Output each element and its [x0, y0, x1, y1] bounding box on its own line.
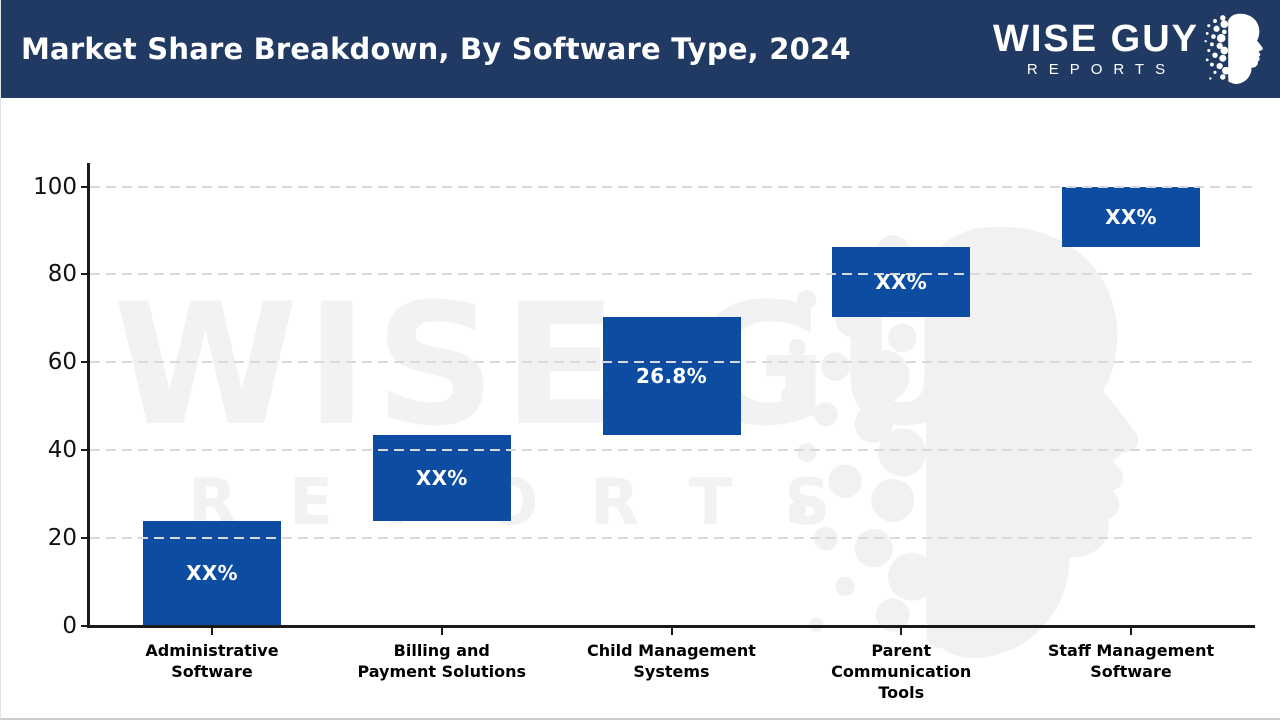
y-tick-label-0: 0 [62, 612, 77, 639]
y-axis-line [87, 163, 90, 628]
page-title: Market Share Breakdown, By Software Type… [21, 32, 851, 66]
bar-label-3: 26.8% [636, 364, 707, 389]
x-category-label-line: Communication [831, 662, 972, 681]
gridline-60 [90, 361, 1253, 364]
y-tick-label-20: 20 [47, 524, 77, 551]
bar-5: XX% [1062, 186, 1200, 248]
x-category-label-1: Administrative Software [92, 640, 332, 682]
y-tick-40 [81, 448, 89, 451]
bar-label-5: XX% [1105, 204, 1157, 229]
x-category-label-line: Systems [633, 662, 710, 681]
bar-2: XX% [372, 434, 511, 521]
x-category-label-4: Parent Communication Tools [781, 640, 1021, 703]
x-axis-line [87, 625, 1255, 628]
x-category-label-line: Tools [878, 683, 925, 702]
y-tick-100 [81, 185, 89, 188]
chart-area: WISE GUY REPORTS XX%XX%26.8%XX%XX%020406… [1, 98, 1280, 718]
bar-label-1: XX% [186, 561, 238, 586]
y-tick-60 [81, 361, 89, 364]
x-tick-3 [670, 627, 673, 635]
gridline-20 [90, 536, 1253, 539]
brand-name: WISE GUY [992, 18, 1199, 61]
y-tick-0 [81, 624, 89, 627]
y-tick-80 [81, 273, 89, 276]
x-category-label-line: Billing and [393, 641, 490, 660]
x-category-label-2: Billing and Payment Solutions [322, 640, 562, 682]
y-tick-label-80: 80 [47, 261, 77, 288]
x-category-label-5: Staff Management Software [1011, 640, 1251, 682]
x-tick-1 [211, 627, 213, 635]
gridline-40 [90, 448, 1253, 451]
x-tick-5 [1130, 627, 1132, 635]
brand-logo-text: WISE GUY REPORTS [992, 18, 1199, 78]
x-tick-2 [440, 627, 443, 635]
x-category-label-line: Parent [871, 641, 932, 660]
brand-logo: WISE GUY REPORTS [993, 5, 1271, 93]
gridline-80 [90, 273, 1253, 276]
x-tick-4 [900, 627, 903, 635]
y-tick-20 [81, 536, 89, 539]
gridline-100 [90, 185, 1253, 188]
face-profile-dots-icon [1204, 13, 1263, 85]
bar-label-2: XX% [415, 465, 468, 490]
x-category-label-line: Software [171, 662, 253, 681]
x-category-label-line: Child Management [587, 641, 756, 660]
brand-subname: REPORTS [1026, 60, 1177, 78]
bar-3: 26.8% [602, 317, 741, 435]
y-tick-label-40: 40 [47, 436, 77, 463]
header: Market Share Breakdown, By Software Type… [1, 0, 1280, 98]
x-category-label-line: Payment Solutions [357, 662, 527, 681]
y-tick-label-60: 60 [47, 349, 77, 376]
x-category-label-line: Administrative [145, 641, 279, 660]
x-category-label-line: Software [1090, 662, 1172, 681]
bar-4: XX% [832, 247, 971, 318]
watermark-face-icon [780, 226, 1139, 659]
x-category-label-line: Staff Management [1047, 641, 1215, 660]
y-tick-label-100: 100 [33, 173, 77, 200]
x-category-label-3: Child Management Systems [552, 640, 792, 682]
